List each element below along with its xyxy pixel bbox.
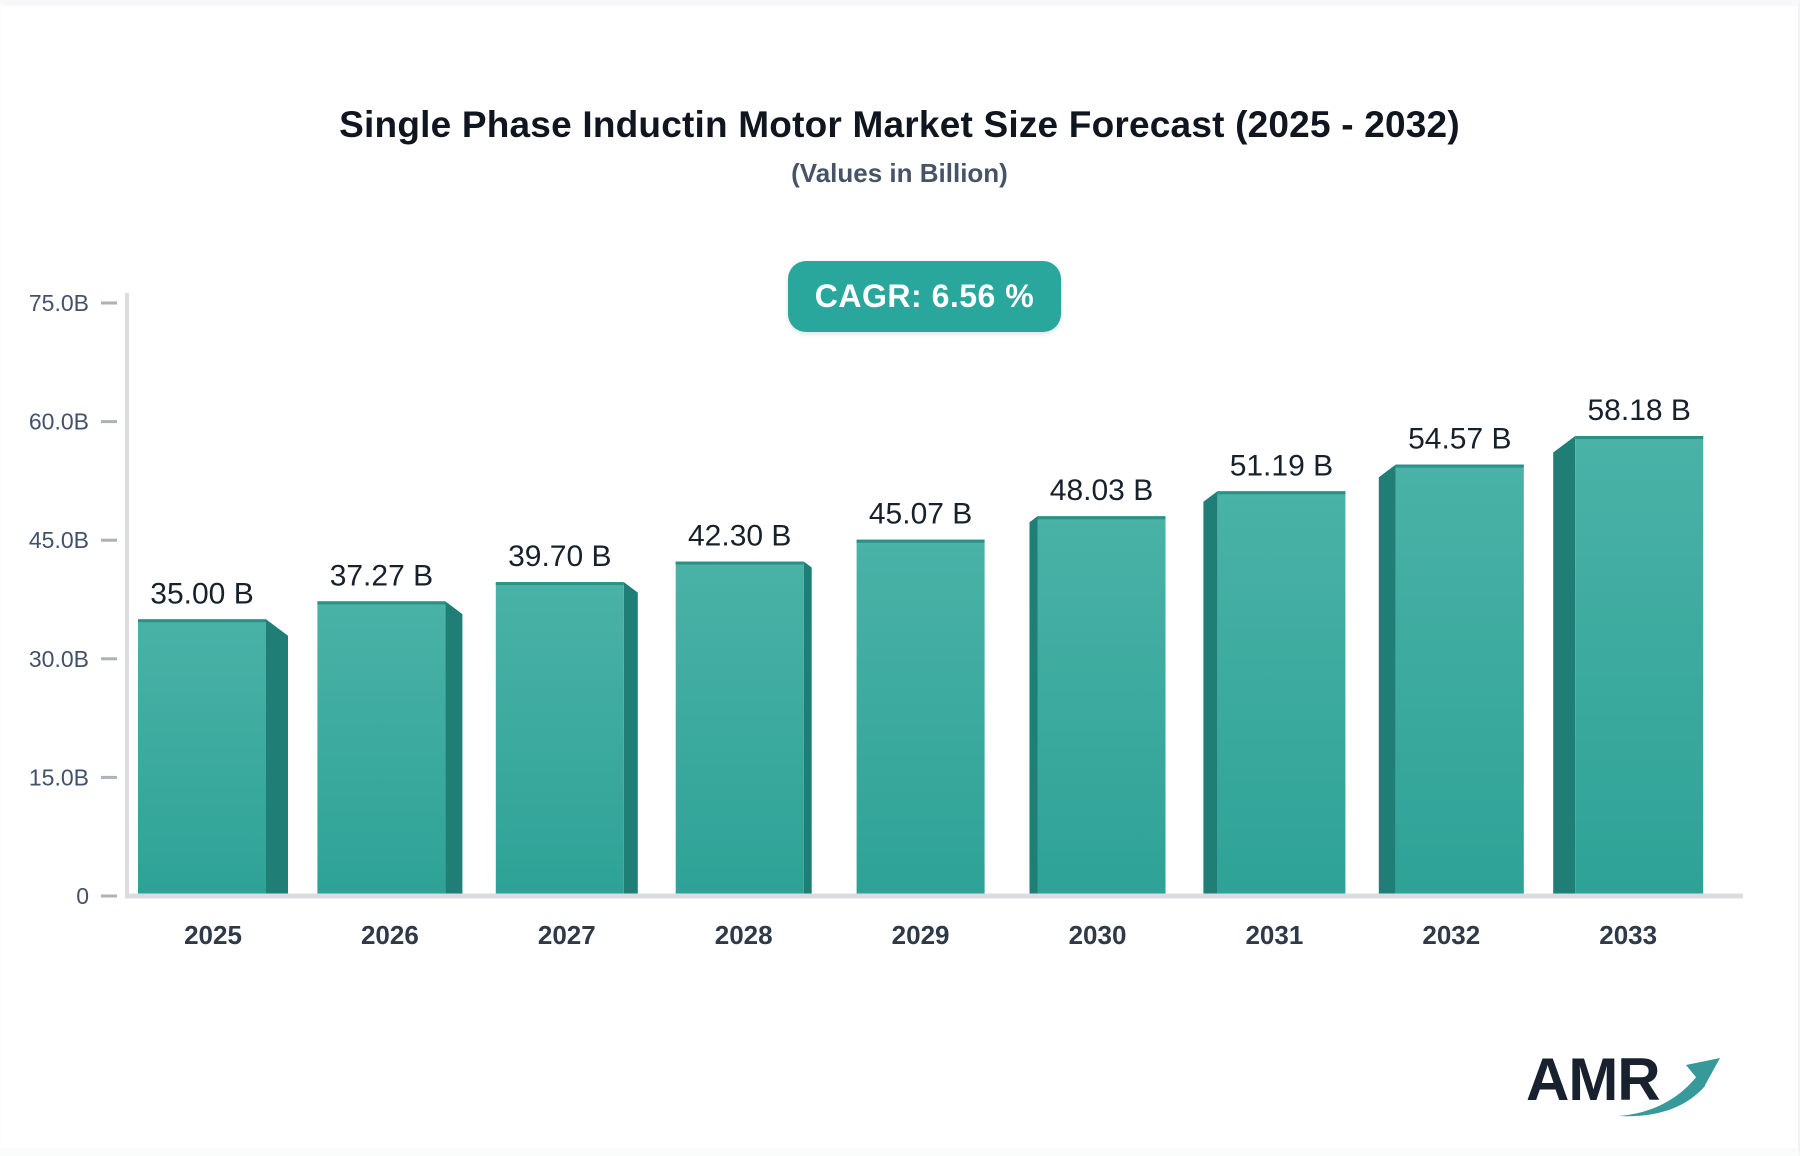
bar-value-label: 45.07 B (869, 498, 972, 531)
bar-2029[interactable] (856, 539, 985, 896)
growth-arrow-icon (1618, 1076, 1705, 1117)
bar-value-label: 39.70 B (508, 540, 611, 573)
bar-2031[interactable] (1203, 491, 1346, 896)
bar-2027[interactable] (495, 582, 638, 896)
bar-front-face (1217, 491, 1346, 896)
bar-2028[interactable] (675, 561, 812, 896)
bar-top-edge (1037, 516, 1166, 520)
y-axis-tick-label: 0 (76, 883, 89, 909)
x-axis-category-label: 2025 (184, 920, 242, 950)
amr-logo-text: AMR (1526, 1046, 1660, 1113)
y-axis-tick-label: 30.0B (29, 646, 89, 672)
bar-value-label: 35.00 B (150, 577, 253, 610)
y-axis-tick-label: 15.0B (29, 764, 89, 790)
bar-top-edge (856, 539, 985, 543)
bar-value-label: 37.27 B (330, 559, 433, 592)
x-axis-category-label: 2028 (715, 920, 773, 950)
bar-value-label: 51.19 B (1230, 449, 1333, 482)
bar-value-label: 48.03 B (1050, 474, 1153, 507)
bar-top-edge (675, 561, 804, 565)
bar-top-edge (317, 601, 446, 605)
bar-2026[interactable] (317, 601, 463, 896)
growth-arrowhead-icon (1686, 1058, 1720, 1087)
bar-side-face (1029, 516, 1038, 896)
chart-subtitle: (Values in Billion) (791, 158, 1008, 188)
cagr-badge: CAGR: 6.56 % (788, 261, 1061, 332)
bar-front-face (495, 582, 624, 896)
x-axis-category-label: 2027 (538, 920, 596, 950)
x-axis-category-label: 2029 (892, 920, 950, 950)
bar-front-face (1037, 516, 1166, 896)
bar-2025[interactable] (138, 619, 288, 896)
chart-title: Single Phase Inductin Motor Market Size … (339, 104, 1460, 145)
cagr-badge-text: CAGR: 6.56 % (814, 278, 1035, 314)
amr-logo: AMR (1526, 1046, 1720, 1117)
x-axis-category-label: 2032 (1422, 920, 1480, 950)
bar-chart-plot: 0 15.0B 30.0B 45.0B 60.0B 75.0B 35.00 B 2025 37.… (29, 290, 1743, 950)
bar-side-face (803, 561, 812, 896)
bar-value-label: 42.30 B (688, 520, 791, 553)
bar-top-edge (1575, 435, 1704, 439)
bar-front-face (856, 539, 985, 896)
bar-side-face (1203, 491, 1218, 896)
bar-top-edge (1217, 491, 1346, 495)
bar-side-face (1378, 464, 1396, 896)
y-axis-tick-label: 45.0B (29, 527, 89, 553)
bar-2032[interactable] (1378, 464, 1524, 896)
y-axis-tick-label: 60.0B (29, 409, 89, 435)
x-axis-category-label: 2031 (1245, 920, 1303, 950)
bar-2033[interactable] (1553, 435, 1704, 896)
bar-front-face (675, 561, 804, 896)
y-axis-tick-label: 75.0B (29, 290, 89, 316)
bar-side-face (445, 601, 463, 896)
x-axis-category-label: 2026 (361, 920, 419, 950)
bar-side-face (1553, 435, 1576, 896)
bar-side-face (266, 619, 288, 896)
bar-top-edge (495, 582, 624, 586)
bar-top-edge (1395, 464, 1524, 468)
bar-front-face (317, 601, 446, 896)
bar-front-face (1575, 435, 1704, 896)
x-axis-category-label: 2033 (1599, 920, 1657, 950)
bar-value-label: 54.57 B (1408, 423, 1511, 456)
bar-value-label: 58.18 B (1587, 394, 1690, 427)
bar-top-edge (138, 619, 266, 623)
x-axis-category-label: 2030 (1069, 920, 1127, 950)
bar-side-face (623, 582, 638, 896)
bar-front-face (138, 619, 266, 896)
bar-2030[interactable] (1029, 516, 1166, 896)
bar-front-face (1395, 464, 1524, 896)
